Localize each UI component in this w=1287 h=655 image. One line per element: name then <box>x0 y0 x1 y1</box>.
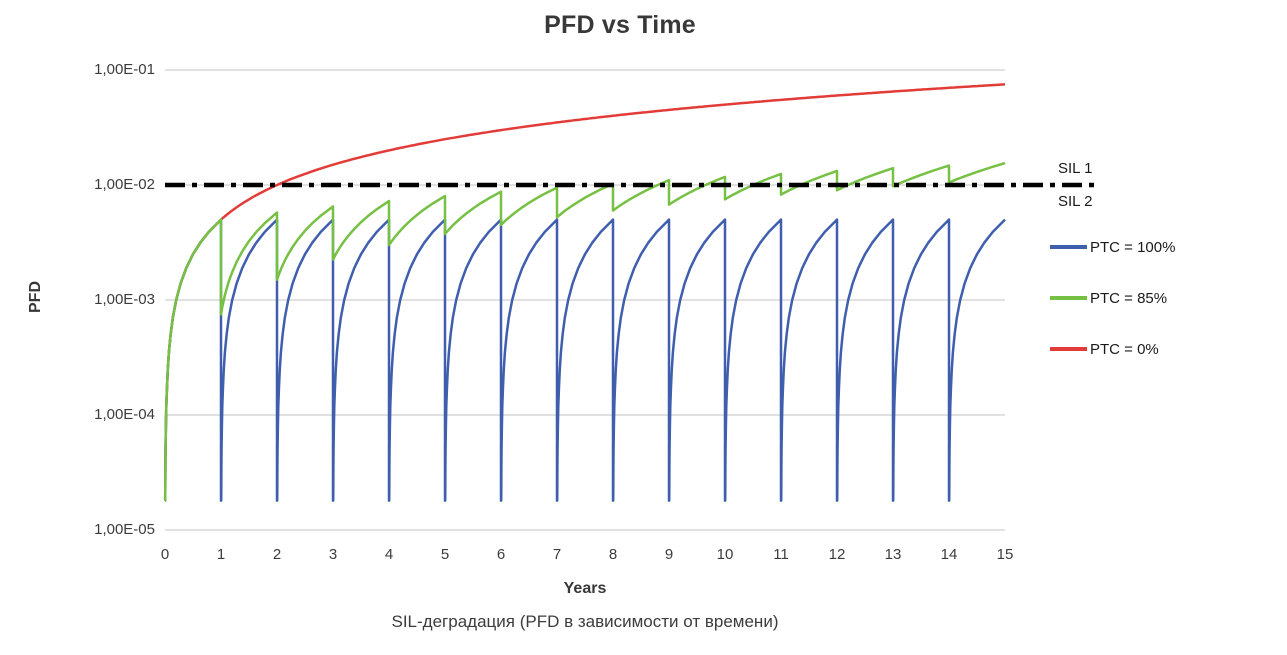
x-tick-label: 8 <box>608 546 618 563</box>
sil1-threshold-label: SIL 1 <box>1058 160 1093 177</box>
x-tick-label: 12 <box>828 546 846 563</box>
x-tick-label: 4 <box>384 546 394 563</box>
sil2-threshold-label: SIL 2 <box>1058 193 1093 210</box>
x-tick-label: 3 <box>328 546 338 563</box>
y-tick-label: 1,00E-02 <box>94 176 155 193</box>
x-tick-label: 1 <box>216 546 226 563</box>
legend-entry: PTC = 100% <box>1050 236 1175 258</box>
x-tick-label: 11 <box>773 546 789 563</box>
x-tick-label: 10 <box>716 546 734 563</box>
chart-title: PFD vs Time <box>544 11 696 39</box>
x-axis-label: Years <box>563 580 607 597</box>
x-tick-label: 13 <box>884 546 902 563</box>
x-tick-label: 14 <box>940 546 958 563</box>
x-tick-label: 0 <box>160 546 170 563</box>
x-tick-label: 6 <box>496 546 506 563</box>
legend: PTC = 100% PTC = 85% PTC = 0% <box>1050 236 1175 389</box>
x-tick-label: 2 <box>272 546 282 563</box>
series-line-100pct <box>163 218 1006 502</box>
x-tick-label: 15 <box>996 546 1014 563</box>
legend-swatch-icon <box>1050 296 1087 300</box>
x-tick-label: 9 <box>664 546 674 563</box>
y-tick-label: 1,00E-03 <box>94 291 155 308</box>
legend-entry: PTC = 0% <box>1050 338 1175 360</box>
chart-caption: SIL-деградация (PFD в зависимости от вре… <box>391 612 779 631</box>
y-tick-label: 1,00E-05 <box>94 521 155 538</box>
y-tick-label: 1,00E-01 <box>94 61 155 78</box>
legend-entry: PTC = 85% <box>1050 287 1175 309</box>
legend-label: PTC = 100% <box>1090 238 1176 256</box>
legend-swatch-icon <box>1050 347 1087 351</box>
y-tick-label: 1,00E-04 <box>94 406 155 423</box>
series-line-85pct <box>163 161 1006 502</box>
legend-label: PTC = 0% <box>1090 340 1159 358</box>
y-axis-label: PFD <box>27 281 44 313</box>
x-tick-label: 7 <box>552 546 562 563</box>
series-line-0pct <box>163 83 1006 502</box>
legend-swatch-icon <box>1050 245 1087 249</box>
legend-label: PTC = 85% <box>1090 289 1168 307</box>
x-tick-label: 5 <box>440 546 450 563</box>
